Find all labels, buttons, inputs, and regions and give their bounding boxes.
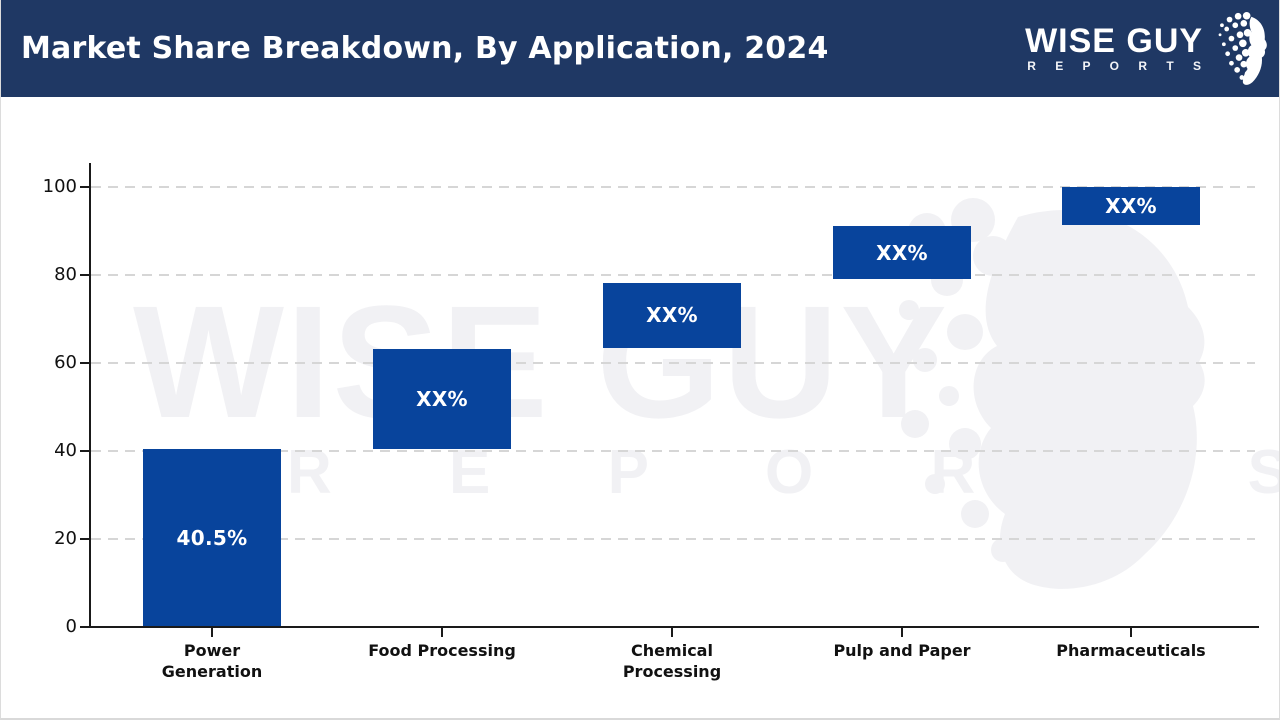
x-tick-label-1: Food Processing xyxy=(368,641,516,660)
y-tick-label-40: 40 xyxy=(54,440,77,461)
bar-0: 40.5% xyxy=(143,448,281,627)
bar-2: XX% xyxy=(603,282,741,349)
y-tick-20 xyxy=(80,538,89,540)
gridline-y60 xyxy=(91,362,1255,364)
y-tick-0 xyxy=(80,626,89,628)
y-tick-60 xyxy=(80,362,89,364)
bar-label-4: XX% xyxy=(1105,194,1157,219)
header: Market Share Breakdown, By Application, … xyxy=(1,0,1279,97)
y-tick-label-60: 60 xyxy=(54,352,77,373)
logo-wordmark-line2: R E P O R T S xyxy=(1027,59,1209,74)
logo-wordmark: WISE GUY R E P O R T S xyxy=(1019,21,1209,74)
x-tick-0 xyxy=(211,628,213,637)
y-tick-40 xyxy=(80,450,89,452)
watermark-head-icon xyxy=(873,198,1205,589)
bar-label-0: 40.5% xyxy=(176,525,248,550)
bar-3: XX% xyxy=(833,226,971,279)
bar-4: XX% xyxy=(1062,187,1200,226)
wise-guy-reports-logo: WISE GUY R E P O R T S xyxy=(1019,11,1267,87)
y-tick-label-100: 100 xyxy=(42,176,77,197)
bar-label-1: XX% xyxy=(416,386,468,411)
x-tick-label-0: Power Generation xyxy=(161,641,263,681)
x-axis xyxy=(89,626,1259,628)
watermark-wordmark: WISE GUY xyxy=(133,272,950,451)
x-tick-1 xyxy=(441,628,443,637)
bar-label-3: XX% xyxy=(876,240,928,265)
gridline-y20 xyxy=(91,538,1255,540)
bar-1: XX% xyxy=(373,348,511,449)
gridline-y40 xyxy=(91,450,1255,452)
head-dots-logo-icon xyxy=(1218,11,1267,85)
y-axis xyxy=(89,163,91,628)
x-tick-2 xyxy=(671,628,673,637)
y-tick-80 xyxy=(80,274,89,276)
bar-label-2: XX% xyxy=(646,303,698,328)
x-tick-4 xyxy=(1130,628,1132,637)
gridline-y80 xyxy=(91,274,1255,276)
x-tick-label-4: Pharmaceuticals xyxy=(1056,641,1206,660)
gridline-y100 xyxy=(91,186,1255,188)
x-tick-3 xyxy=(901,628,903,637)
y-tick-label-20: 20 xyxy=(54,528,77,549)
page-title: Market Share Breakdown, By Application, … xyxy=(21,31,829,66)
logo-wordmark-line1: WISE GUY xyxy=(1025,21,1204,60)
x-tick-label-2: Chemical Processing xyxy=(622,641,722,681)
y-tick-label-80: 80 xyxy=(54,264,77,285)
y-tick-100 xyxy=(80,186,89,188)
x-tick-label-3: Pulp and Paper xyxy=(833,641,971,660)
y-tick-label-0: 0 xyxy=(65,616,77,637)
